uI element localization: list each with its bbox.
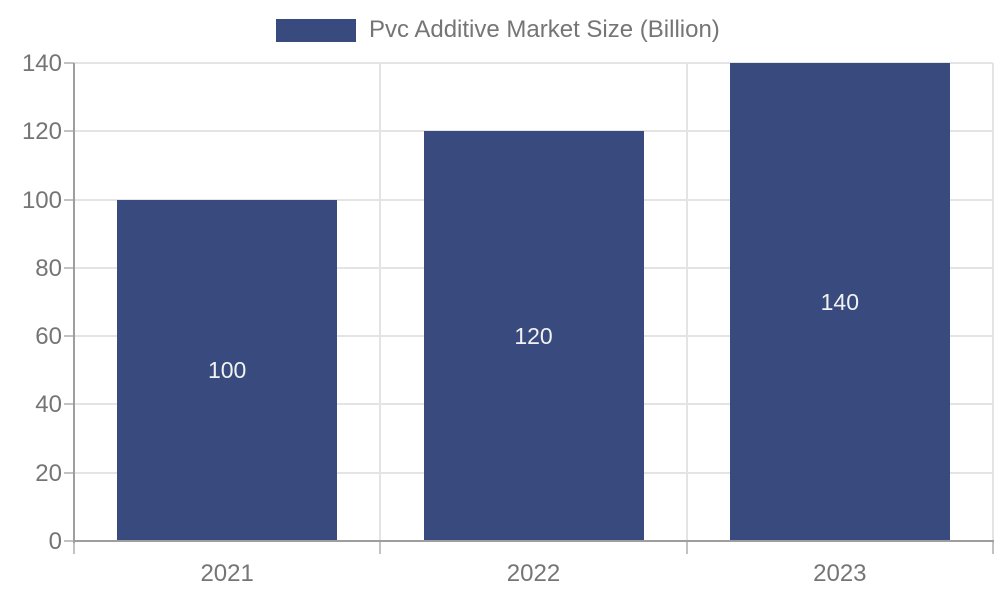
gridline-x-1 — [379, 63, 382, 541]
ytick-label-60: 60 — [35, 323, 62, 351]
bar-2021: 100 — [117, 199, 338, 541]
ytick-mark-120 — [64, 130, 74, 133]
ytick-label-0: 0 — [48, 528, 62, 555]
ytick-mark-80 — [64, 266, 74, 269]
bar-value-label-2021: 100 — [207, 357, 247, 384]
ytick-mark-140 — [64, 62, 74, 64]
bar-2023: 140 — [729, 63, 950, 541]
bar-2022: 120 — [423, 131, 644, 541]
xtick-label-2023: 2023 — [813, 560, 867, 587]
ytick-label-20: 20 — [35, 459, 62, 487]
xtick-mark-1 — [379, 541, 382, 554]
ytick-label-80: 80 — [35, 254, 62, 282]
chart-legend: Pvc Additive Market Size (Billion) — [276, 16, 720, 44]
ytick-mark-60 — [64, 335, 74, 338]
xtick-mark-0 — [73, 541, 75, 554]
ytick-label-100: 100 — [21, 186, 62, 214]
y-axis-line — [73, 63, 75, 543]
ytick-label-120: 120 — [21, 118, 62, 146]
ytick-label-40: 40 — [35, 391, 62, 419]
ytick-mark-100 — [64, 198, 74, 201]
gridline-x-2 — [685, 63, 688, 541]
xtick-mark-3 — [992, 541, 994, 554]
xtick-label-2022: 2022 — [506, 560, 561, 587]
gridline-y-140 — [74, 62, 993, 64]
x-axis-line — [73, 540, 994, 542]
ytick-label-140: 140 — [21, 50, 62, 77]
ytick-mark-0 — [64, 540, 74, 542]
xtick-mark-2 — [685, 541, 688, 554]
gridline-x-3 — [992, 63, 994, 541]
ytick-mark-40 — [64, 403, 74, 406]
bar-value-label-2022: 120 — [514, 323, 553, 350]
ytick-mark-20 — [64, 471, 74, 474]
legend-swatch — [276, 18, 356, 42]
bar-value-label-2023: 140 — [820, 289, 860, 315]
legend-label: Pvc Additive Market Size (Billion) — [369, 16, 720, 43]
xtick-label-2021: 2021 — [200, 560, 254, 587]
